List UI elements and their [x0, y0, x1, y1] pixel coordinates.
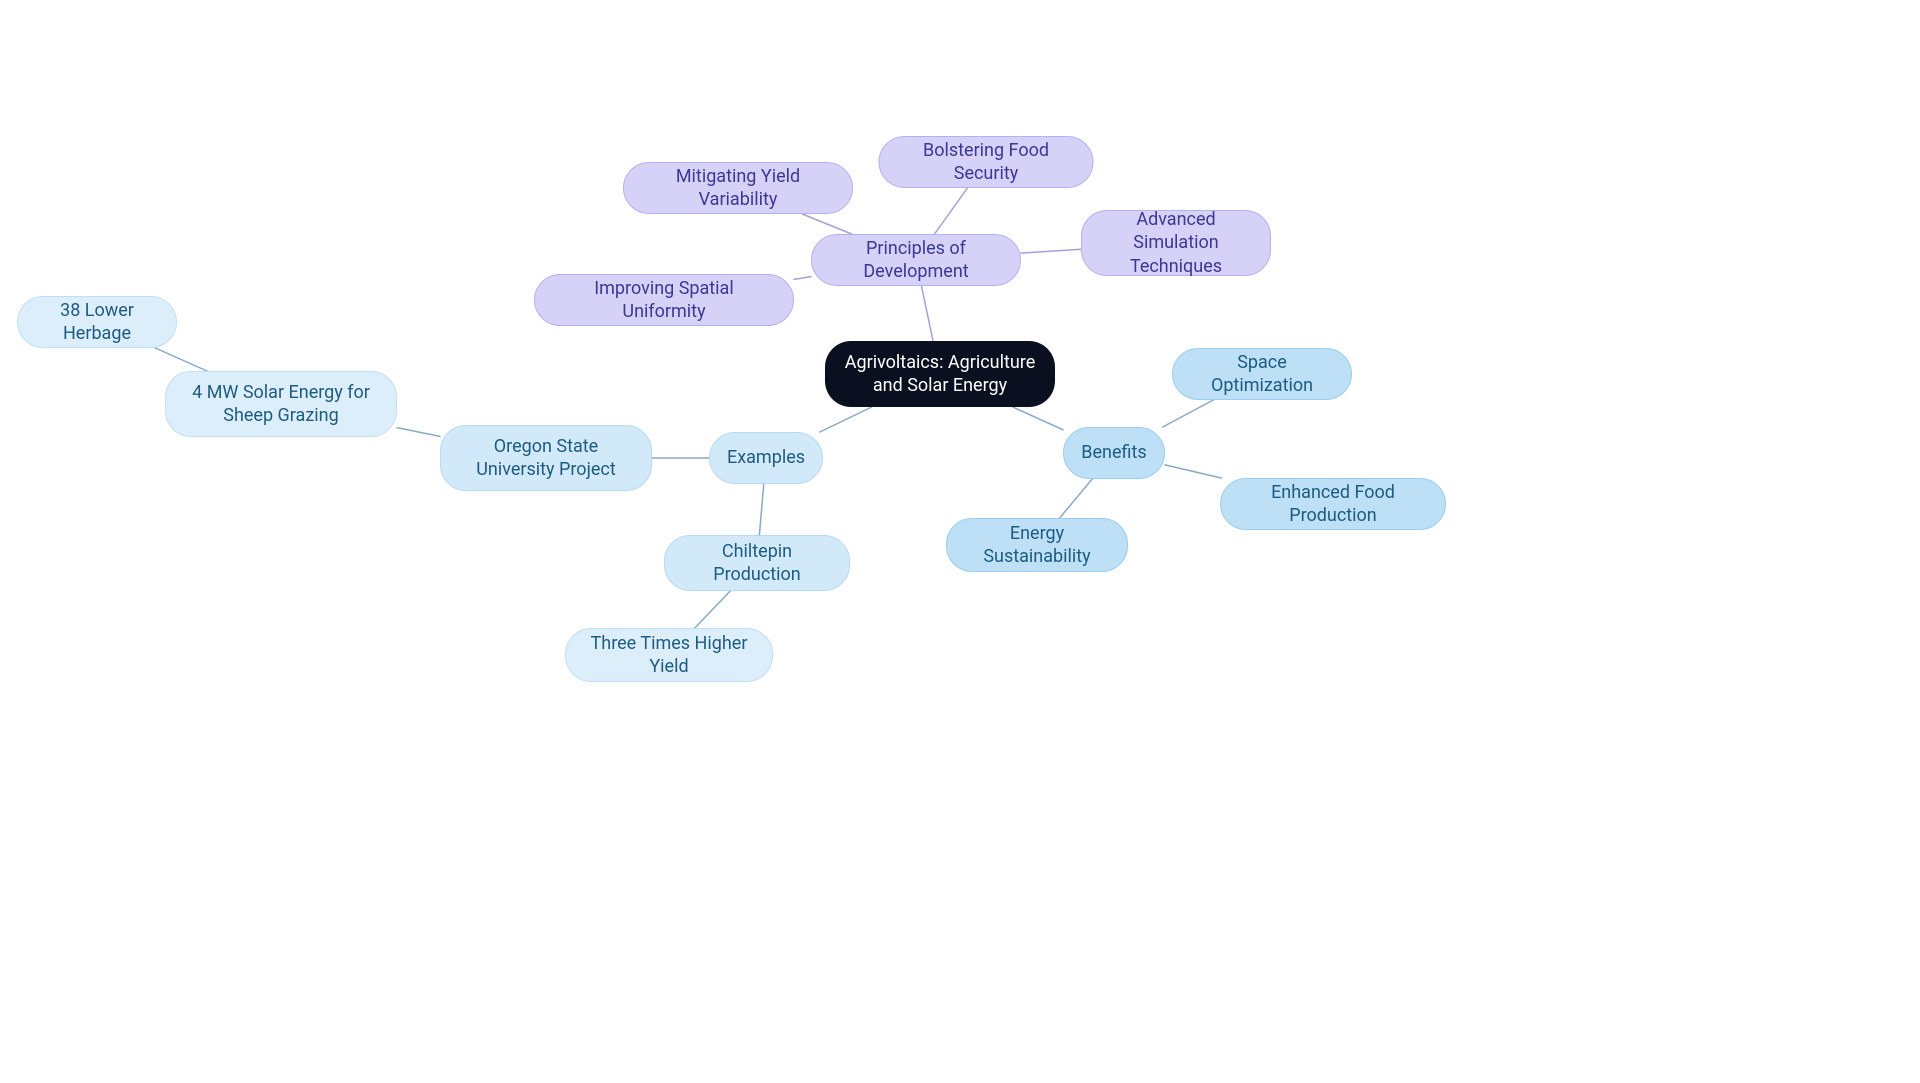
mindmap-canvas: Agrivoltaics: Agriculture and Solar Ener…	[0, 0, 1920, 1083]
node-energy[interactable]: Energy Sustainability	[946, 518, 1128, 572]
node-root[interactable]: Agrivoltaics: Agriculture and Solar Ener…	[825, 341, 1055, 407]
node-oregon[interactable]: Oregon State University Project	[440, 425, 652, 491]
node-spatial[interactable]: Improving Spatial Uniformity	[534, 274, 794, 326]
node-bolstering[interactable]: Bolstering Food Security	[879, 136, 1094, 188]
node-space[interactable]: Space Optimization	[1172, 348, 1352, 400]
node-advanced[interactable]: Advanced Simulation Techniques	[1081, 210, 1271, 276]
node-examples[interactable]: Examples	[709, 432, 823, 484]
node-benefits[interactable]: Benefits	[1063, 427, 1165, 479]
node-sheep[interactable]: 4 MW Solar Energy for Sheep Grazing	[165, 371, 397, 437]
node-enhanced[interactable]: Enhanced Food Production	[1220, 478, 1446, 530]
node-chiltepin[interactable]: Chiltepin Production	[664, 535, 850, 591]
node-herbage[interactable]: 38 Lower Herbage	[17, 296, 177, 348]
node-principles[interactable]: Principles of Development	[811, 234, 1021, 286]
node-three[interactable]: Three Times Higher Yield	[565, 628, 773, 682]
node-mitigating[interactable]: Mitigating Yield Variability	[623, 162, 853, 214]
